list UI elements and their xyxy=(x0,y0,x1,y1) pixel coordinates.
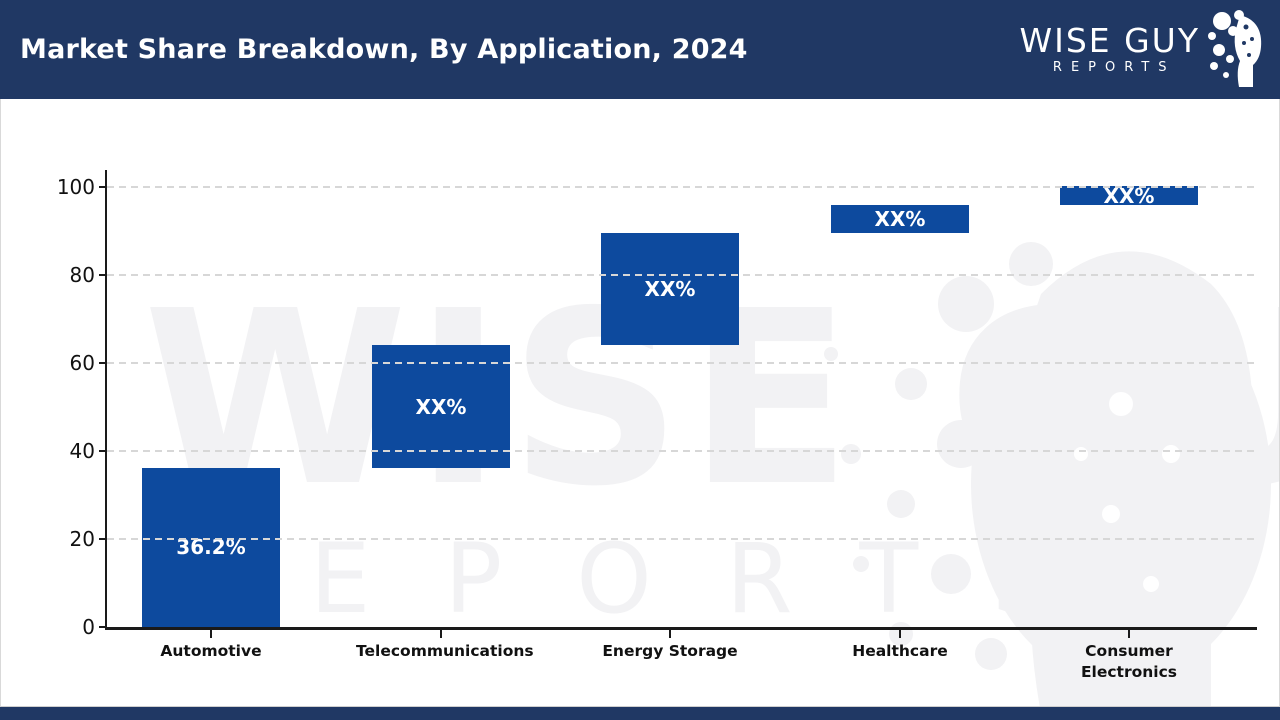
footer-band xyxy=(0,707,1280,720)
x-tick-mark-consumer-electronics xyxy=(1128,630,1130,638)
y-tick-label-40: 40 xyxy=(69,439,95,463)
logo-brand-name: WISE GUY xyxy=(1019,21,1200,61)
x-tick-mark-healthcare xyxy=(899,630,901,638)
y-tick-mark-60 xyxy=(99,362,107,364)
bar-consumer-electronics: XX% xyxy=(1060,184,1198,208)
x-tick-label-healthcare: Healthcare xyxy=(852,642,948,660)
x-tick-label-energy-storage: Energy Storage xyxy=(602,642,738,660)
logo-text: WISE GUY REPORTS xyxy=(1019,24,1200,75)
page-title: Market Share Breakdown, By Application, … xyxy=(20,34,748,65)
x-tick-mark-automotive xyxy=(210,630,212,638)
y-tick-label-60: 60 xyxy=(69,351,95,375)
y-tick-label-100: 100 xyxy=(56,175,95,199)
watermark-head-icon xyxy=(824,242,1271,706)
y-tick-mark-100 xyxy=(99,186,107,188)
watermark-text-line2: REPORTS xyxy=(169,523,1128,635)
bar-value-label: XX% xyxy=(874,207,926,232)
gridline-y-40 xyxy=(107,450,1257,452)
y-tick-label-80: 80 xyxy=(69,263,95,287)
x-tick-mark-energy-storage xyxy=(669,630,671,638)
x-tick-mark-telecommunications xyxy=(440,630,442,638)
header-band: Market Share Breakdown, By Application, … xyxy=(0,0,1280,99)
y-axis-line xyxy=(105,170,107,629)
bar-telecommunications: XX% xyxy=(372,345,510,468)
gridline-y-100 xyxy=(107,186,1257,188)
x-axis-line xyxy=(105,627,1257,630)
y-tick-mark-0 xyxy=(99,626,107,628)
bar-energy-storage: XX% xyxy=(601,233,739,346)
bar-value-label: XX% xyxy=(415,394,467,419)
bar-automotive: 36.2% xyxy=(142,467,280,627)
y-tick-mark-20 xyxy=(99,538,107,540)
gridline-y-60 xyxy=(107,362,1257,364)
wise-guy-logo: WISE GUY REPORTS xyxy=(1019,9,1264,91)
y-tick-mark-80 xyxy=(99,274,107,276)
y-tick-mark-40 xyxy=(99,450,107,452)
bar-healthcare: XX% xyxy=(831,205,969,234)
y-tick-label-0: 0 xyxy=(82,615,95,639)
x-tick-label-telecommunications: Telecommunications xyxy=(356,642,534,660)
x-tick-label-automotive: Automotive xyxy=(160,642,262,660)
gridline-y-20 xyxy=(107,538,1257,540)
y-tick-label-20: 20 xyxy=(69,527,95,551)
x-tick-label-consumer-electronics: Consumer Electronics xyxy=(1080,642,1178,681)
logo-brand-subtitle: REPORTS xyxy=(1052,59,1176,75)
bar-value-label: XX% xyxy=(644,277,696,302)
head-profile-logo-icon xyxy=(1208,9,1262,87)
gridline-y-80 xyxy=(107,274,1257,276)
